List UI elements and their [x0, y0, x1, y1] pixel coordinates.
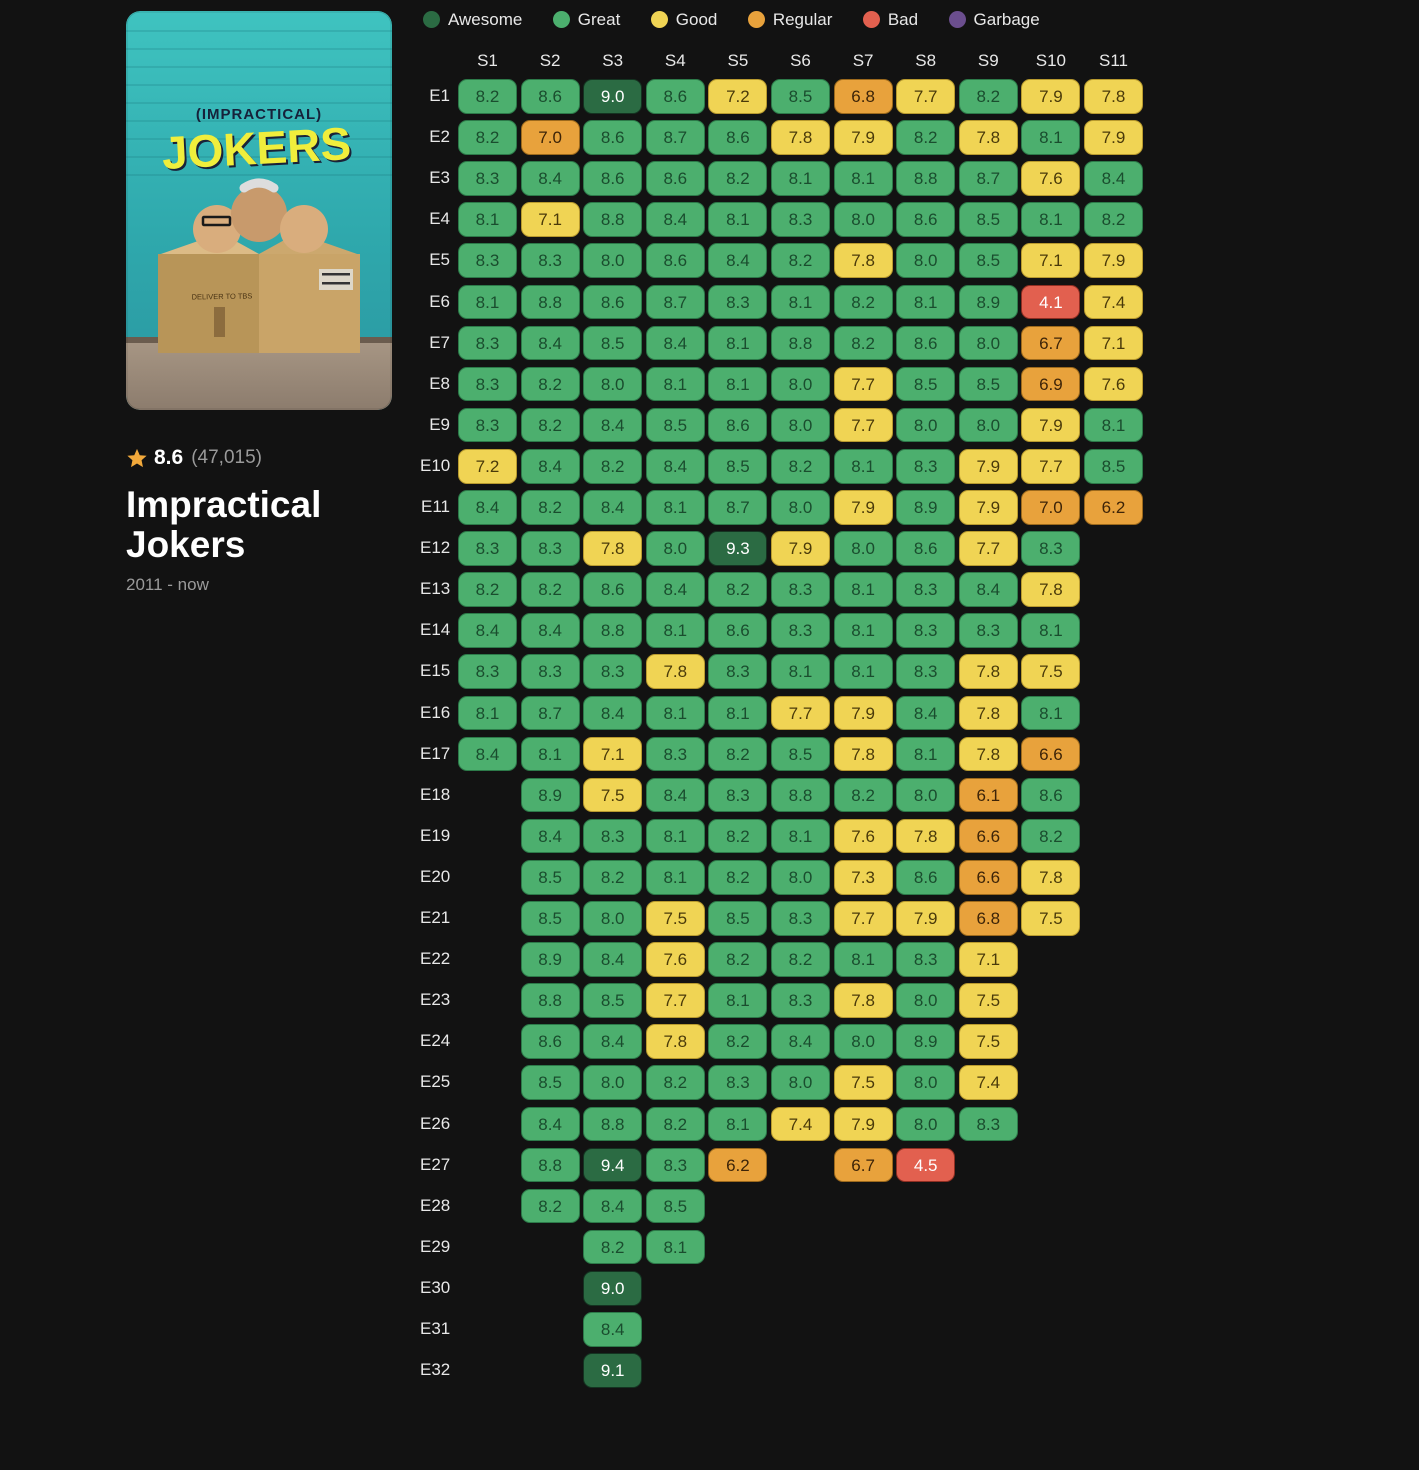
svg-text:DELIVER TO TBS: DELIVER TO TBS — [191, 291, 252, 301]
svg-text:JOKERS: JOKERS — [161, 117, 353, 179]
